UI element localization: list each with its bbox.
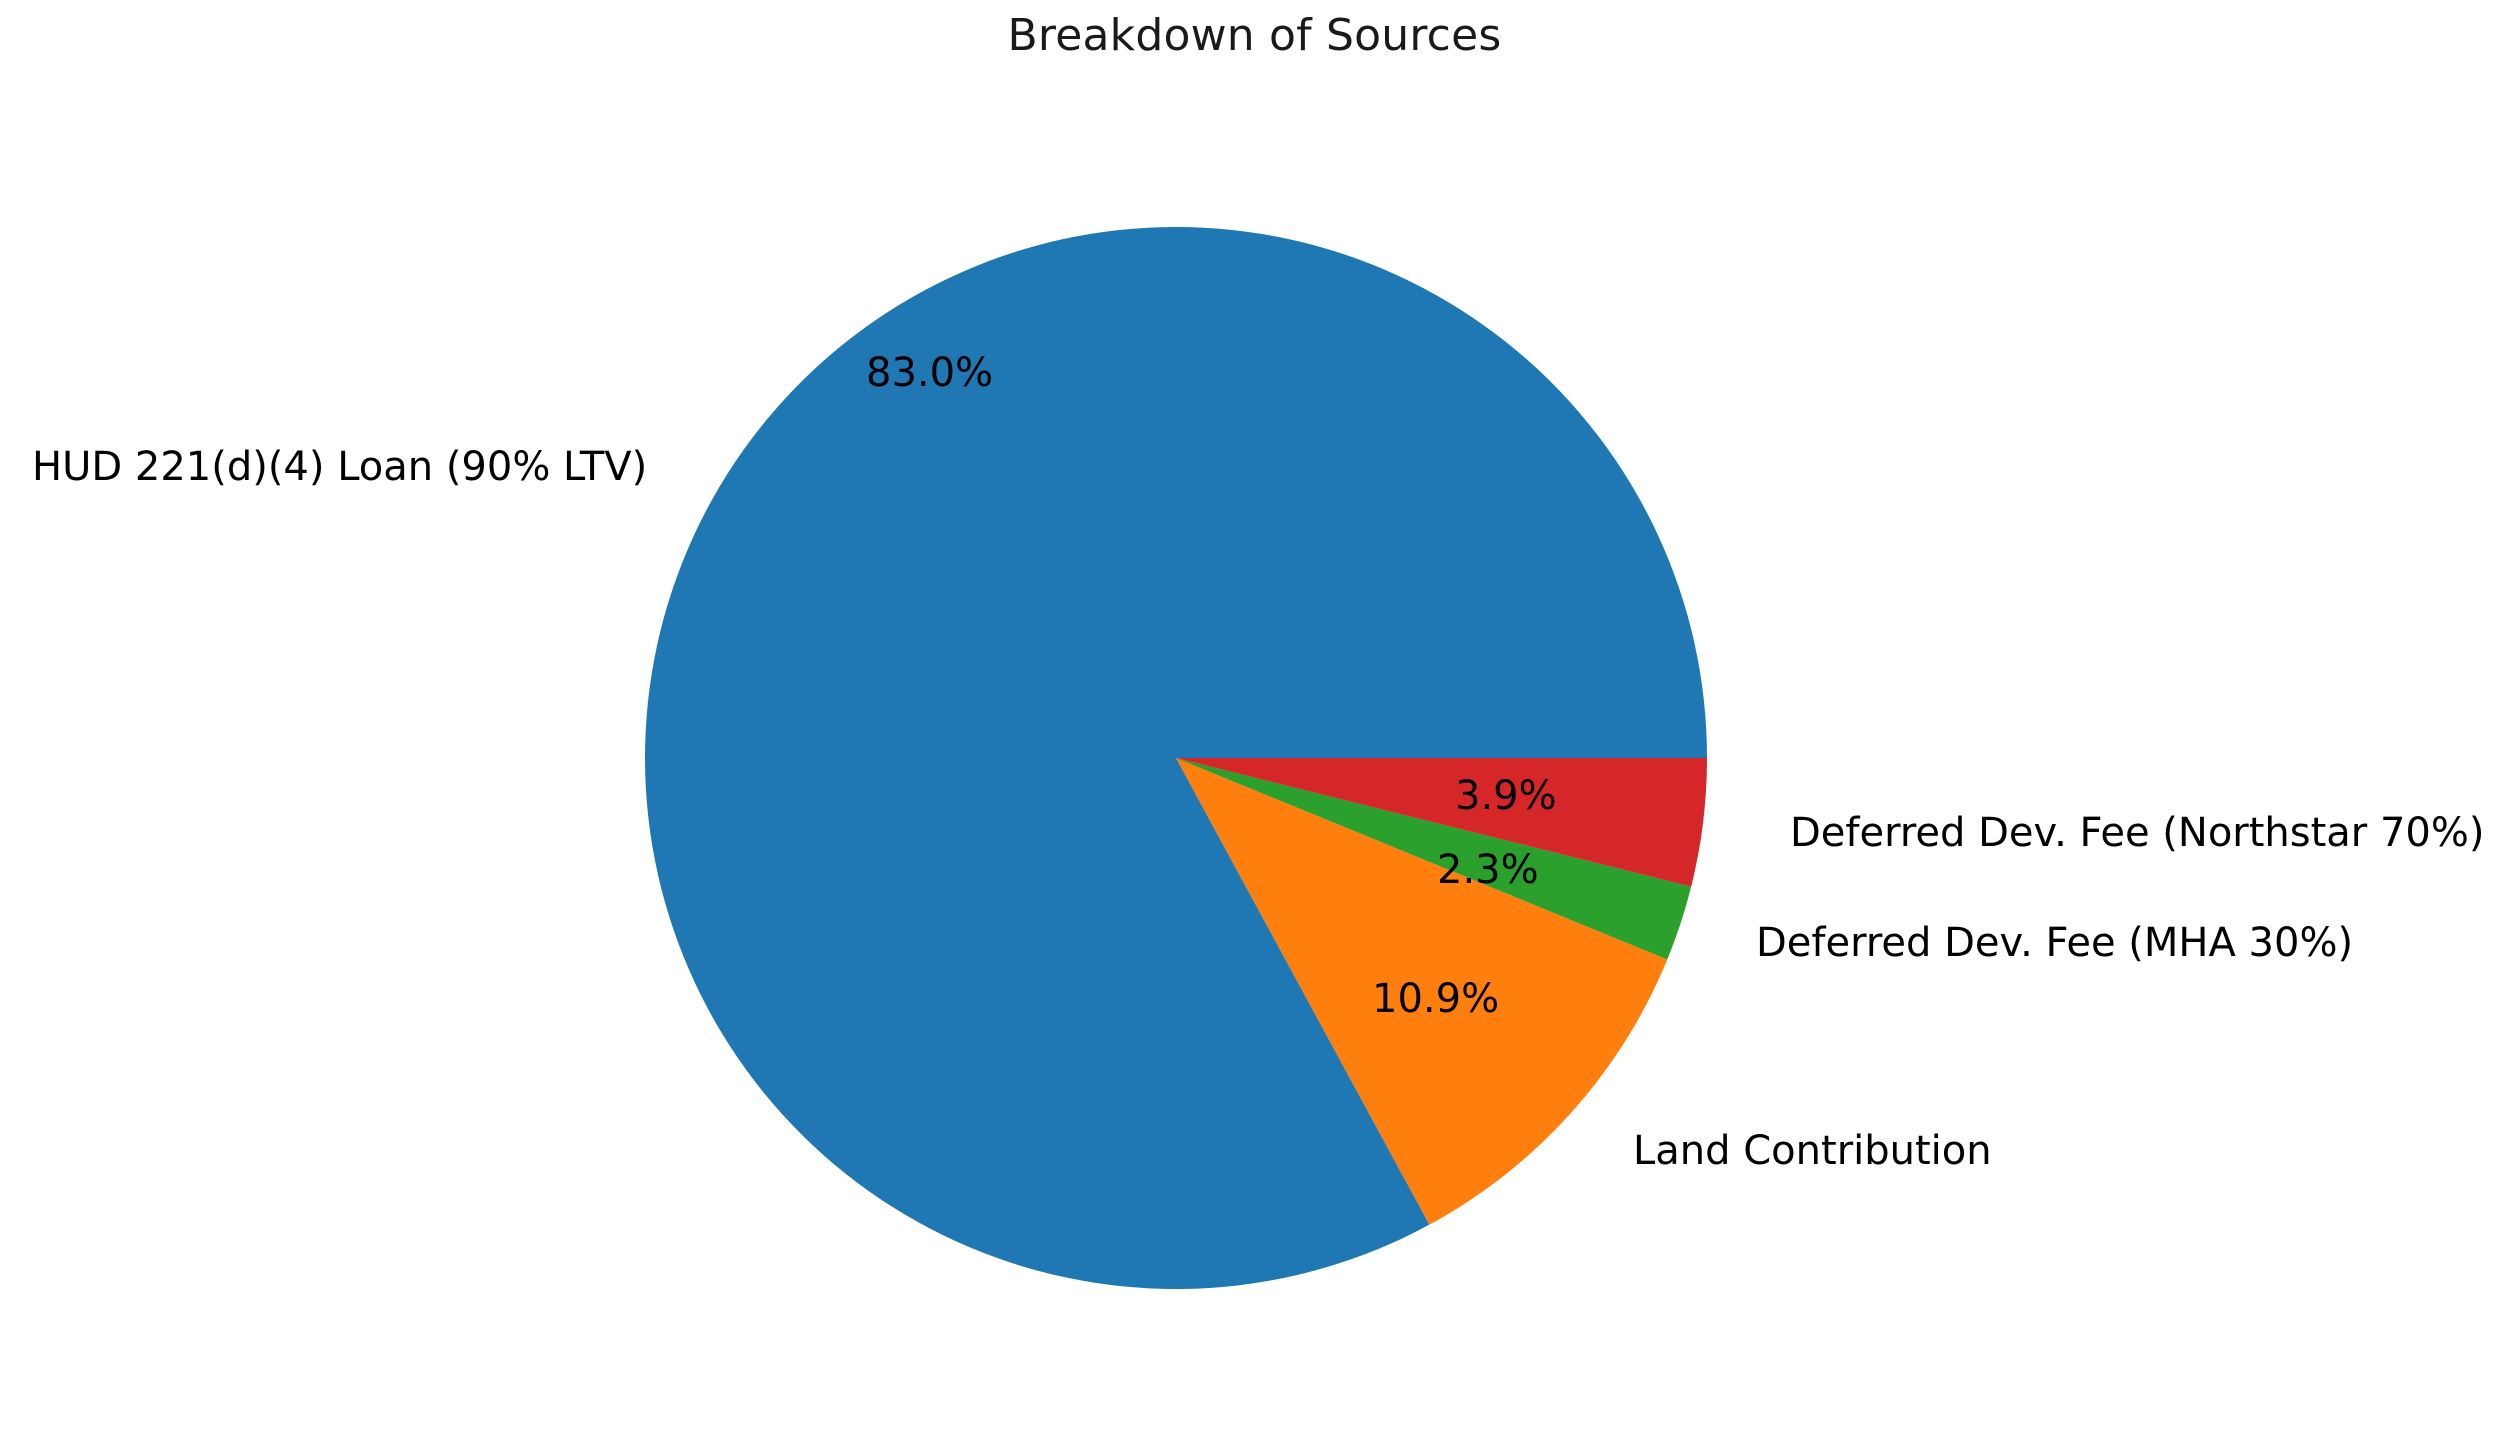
pie-slice bbox=[1176, 758, 1692, 960]
pct-label-land-contribution: 10.9% bbox=[1372, 976, 1500, 1022]
pct-label-deferred-fee-northstar: 3.9% bbox=[1455, 773, 1557, 819]
pie-slice bbox=[1176, 758, 1707, 887]
slice-label-land-contribution: Land Contribution bbox=[1633, 1128, 1992, 1174]
slice-label-deferred-fee-northstar: Deferred Dev. Fee (Northstar 70%) bbox=[1790, 810, 2485, 856]
slice-label-hud-loan: HUD 221(d)(4) Loan (90% LTV) bbox=[32, 444, 648, 490]
pct-label-hud-loan: 83.0% bbox=[866, 350, 994, 396]
pie-slice bbox=[645, 227, 1708, 1290]
pie-slice bbox=[1176, 758, 1668, 1225]
chart-title: Breakdown of Sources bbox=[1007, 10, 1502, 61]
pie-slices-group bbox=[645, 227, 1708, 1290]
pct-label-deferred-fee-mha: 2.3% bbox=[1437, 847, 1539, 893]
slice-label-deferred-fee-mha: Deferred Dev. Fee (MHA 30%) bbox=[1756, 920, 2354, 966]
